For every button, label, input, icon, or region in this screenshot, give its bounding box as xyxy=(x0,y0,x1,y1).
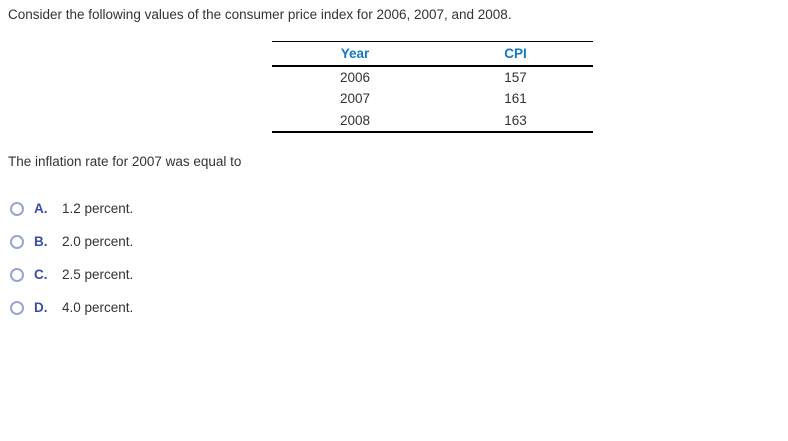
table-row: 2008 163 xyxy=(272,110,593,132)
question-stem: The inflation rate for 2007 was equal to xyxy=(8,154,242,169)
radio-button-d[interactable] xyxy=(10,300,24,315)
cpi-cell: 163 xyxy=(504,112,527,128)
radio-button-b[interactable] xyxy=(10,234,24,249)
table-header-row: Year CPI xyxy=(272,41,593,67)
option-text: 2.5 percent. xyxy=(62,267,134,282)
table-row: 2006 157 xyxy=(272,66,593,88)
year-cell: 2008 xyxy=(339,112,371,128)
answer-option-a[interactable]: A. 1.2 percent. xyxy=(10,200,133,217)
cpi-table: Year CPI 2006 157 2007 161 2008 163 xyxy=(272,41,593,133)
radio-button-c[interactable] xyxy=(10,267,24,282)
option-letter: B. xyxy=(34,234,48,249)
year-cell: 2007 xyxy=(339,91,371,106)
cpi-table-header: Year CPI xyxy=(272,41,593,67)
option-text: 4.0 percent. xyxy=(62,300,134,315)
answer-options: A. 1.2 percent. B. 2.0 percent. C. 2.5 p… xyxy=(10,200,133,332)
question-intro: Consider the following values of the con… xyxy=(8,7,512,22)
option-letter: A. xyxy=(34,201,48,216)
answer-option-b[interactable]: B. 2.0 percent. xyxy=(10,233,133,250)
answer-option-c[interactable]: C. 2.5 percent. xyxy=(10,266,133,283)
option-text: 1.2 percent. xyxy=(62,201,134,216)
cpi-table-body: 2006 157 2007 161 2008 163 xyxy=(272,66,593,132)
column-header-cpi: CPI xyxy=(438,41,593,67)
year-cell: 2006 xyxy=(339,69,371,85)
cpi-cell: 161 xyxy=(504,91,527,106)
column-header-year: Year xyxy=(272,41,438,67)
option-letter: C. xyxy=(34,267,48,282)
option-letter: D. xyxy=(34,300,48,315)
cpi-cell: 157 xyxy=(504,69,527,85)
radio-button-a[interactable] xyxy=(10,201,24,216)
table-row: 2007 161 xyxy=(272,88,593,110)
option-text: 2.0 percent. xyxy=(62,234,134,249)
answer-option-d[interactable]: D. 4.0 percent. xyxy=(10,299,133,316)
